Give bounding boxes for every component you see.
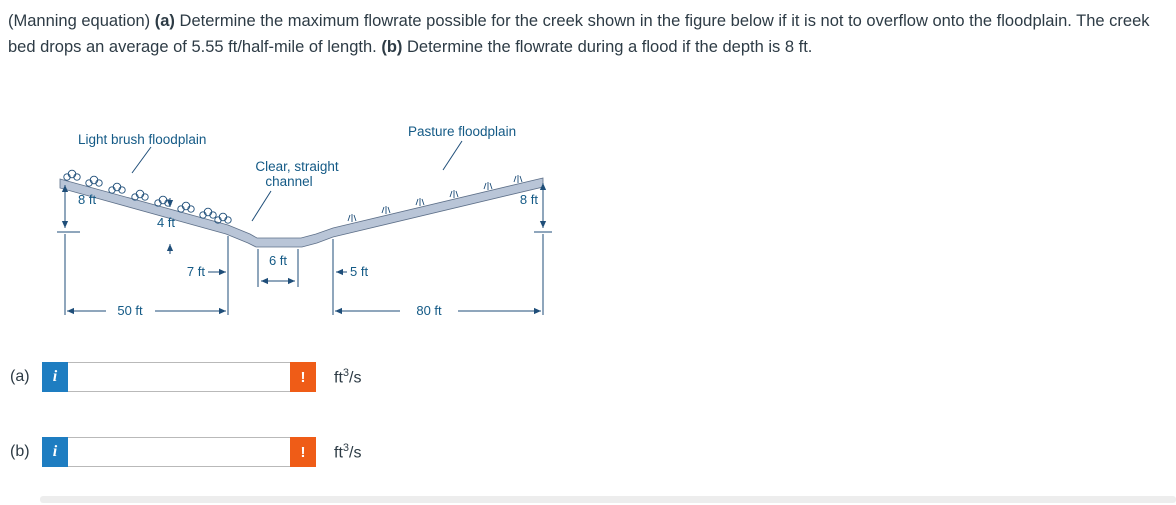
bush-icon (199, 207, 217, 219)
dim-7ft: 7 ft (187, 264, 205, 279)
dim-right-8ft: 8 ft (520, 192, 538, 207)
unit-base: ft (334, 369, 343, 387)
bush-icon (214, 212, 232, 224)
label-channel-line1: Clear, straight (255, 159, 339, 174)
answer-b-warning-button[interactable]: ! (290, 437, 316, 467)
unit-exponent: 3 (342, 441, 350, 454)
bush-icon (108, 182, 126, 194)
answer-a-info-button[interactable]: i (42, 362, 68, 392)
label-channel-line2: channel (265, 174, 312, 189)
problem-prefix: (Manning equation) (8, 12, 155, 30)
answer-a-warning-button[interactable]: ! (290, 362, 316, 392)
pasture-leader-line (442, 140, 463, 171)
bush-icon (85, 175, 103, 187)
grass-icon (513, 175, 523, 183)
answer-a-input[interactable] (68, 362, 290, 392)
grass-icon (381, 206, 391, 214)
grass-icon (483, 182, 493, 190)
bush-icon (177, 201, 195, 213)
dim-6ft: 6 ft (269, 253, 287, 268)
answer-a-unit: ft3/s (334, 367, 361, 387)
label-light-brush-floodplain: Light brush floodplain (78, 132, 206, 147)
bush-icon (131, 189, 149, 201)
answer-b-label: (b) (10, 443, 30, 460)
dim-4ft: 4 ft (157, 215, 175, 230)
answer-b-input-group: i ! (42, 437, 316, 467)
unit-base: ft (334, 444, 343, 462)
dim-5ft: 5 ft (350, 264, 368, 279)
problem-part-a-text: Determine the maximum flowrate possible … (8, 12, 1150, 56)
answer-row-a: (a) i ! ft3/s (10, 362, 361, 392)
answer-b-info-button[interactable]: i (42, 437, 68, 467)
answer-b-unit: ft3/s (334, 442, 361, 462)
grass-icon (347, 214, 357, 222)
answer-a-label: (a) (10, 368, 30, 385)
creek-cross-section-figure: Light brush floodplain Pasture floodplai… (57, 124, 552, 318)
grass-icon (415, 198, 425, 206)
unit-exponent: 3 (342, 366, 350, 379)
bush-icon (63, 169, 81, 181)
answer-a-input-group: i ! (42, 362, 316, 392)
channel-leader-line (251, 190, 272, 222)
problem-part-a-marker: (a) (154, 12, 175, 30)
problem-text: (Manning equation) (a) Determine the max… (8, 8, 1166, 60)
answer-b-input[interactable] (68, 437, 290, 467)
dim-50ft: 50 ft (117, 303, 143, 318)
light-brush-leader-line (131, 146, 152, 174)
bush-icon (154, 195, 172, 207)
dim-80ft: 80 ft (416, 303, 442, 318)
problem-part-b-text: Determine the flowrate during a flood if… (402, 38, 813, 56)
right-floodplain-vegetation (347, 175, 523, 222)
unit-denominator: /s (349, 444, 362, 462)
unit-denominator: /s (349, 369, 362, 387)
dimension-lines (57, 183, 552, 315)
problem-part-b-marker: (b) (381, 38, 403, 56)
grass-icon (449, 190, 459, 198)
horizontal-scrollbar-track[interactable] (40, 496, 1176, 503)
label-pasture-floodplain: Pasture floodplain (408, 124, 516, 139)
answer-row-b: (b) i ! ft3/s (10, 437, 361, 467)
dim-left-8ft: 8 ft (78, 192, 96, 207)
label-leader-lines (131, 140, 463, 222)
